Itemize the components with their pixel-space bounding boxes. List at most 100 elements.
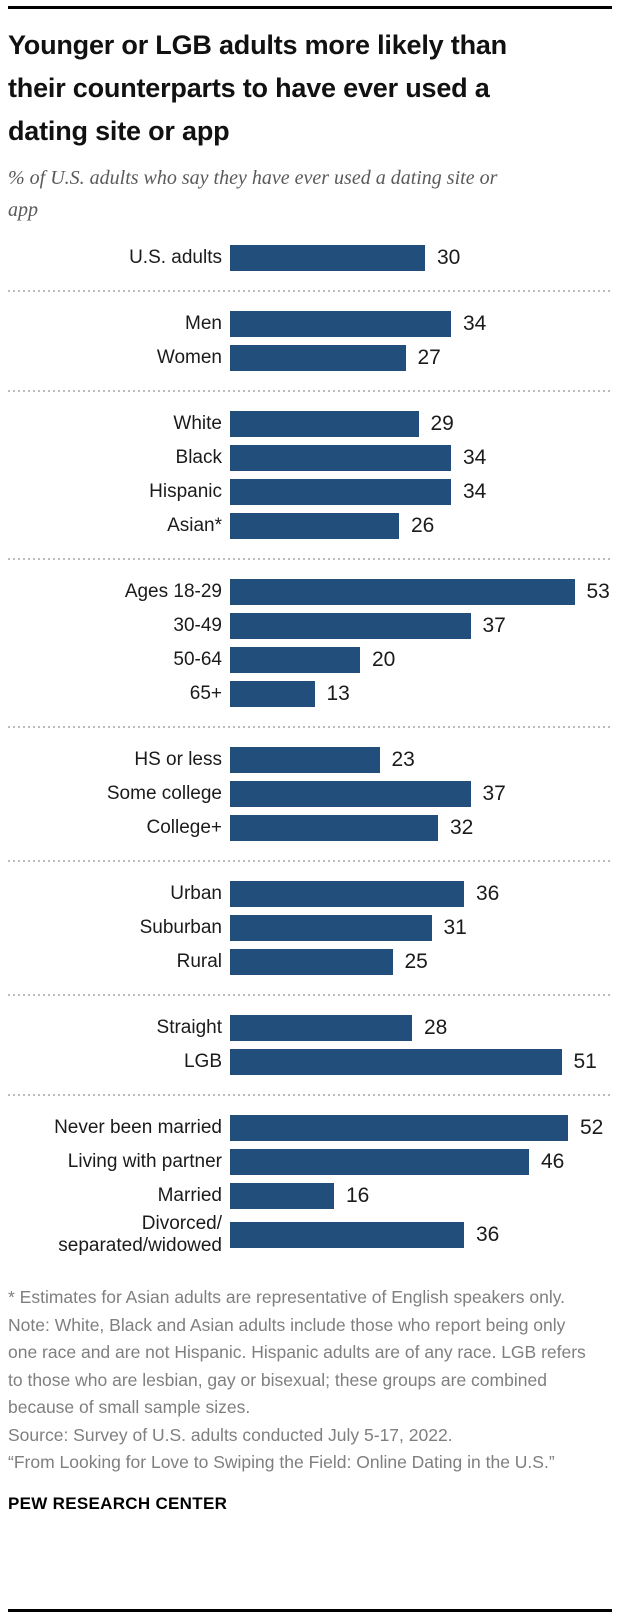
- bar-group-age: Ages 18-29 53 30-49 37 50-64 20 65+ 13: [8, 560, 612, 726]
- category-label: Hispanic: [149, 481, 222, 502]
- bar-row: Some college 37: [8, 777, 612, 811]
- bar-group-race-ethnicity: White 29 Black 34 Hispanic 34 Asian* 26: [8, 392, 612, 558]
- bar: [230, 245, 425, 271]
- category-label: Rural: [176, 951, 222, 972]
- bar: [230, 1222, 464, 1248]
- bar: [230, 411, 419, 437]
- group-separator: [8, 390, 612, 392]
- value-label: 36: [476, 882, 500, 905]
- bar-row: Black 34: [8, 441, 612, 475]
- category-label: Straight: [156, 1017, 222, 1038]
- bar: [230, 949, 393, 975]
- value-label: 32: [450, 816, 474, 839]
- value-label: 27: [417, 346, 441, 369]
- category-label: LGB: [183, 1051, 222, 1072]
- bar-row: Living with partner 46: [8, 1145, 612, 1179]
- value-label: 52: [580, 1116, 604, 1139]
- bar-row: Asian* 26: [8, 509, 612, 543]
- value-label: 25: [404, 950, 428, 973]
- bar-group-sexual-orientation: Straight 28 LGB 51: [8, 996, 612, 1094]
- chart-title: Younger or LGB adults more likely than t…: [8, 30, 507, 146]
- bar: [230, 1049, 562, 1075]
- category-label: Suburban: [139, 917, 222, 938]
- group-separator: [8, 860, 612, 862]
- footnote: * Estimates for Asian adults are represe…: [8, 1287, 566, 1307]
- bar-row: 30-49 37: [8, 609, 612, 643]
- bar: [230, 1183, 334, 1209]
- bar-group-gender: Men 34 Women 27: [8, 292, 612, 390]
- footnotes: * Estimates for Asian adults are represe…: [8, 1284, 596, 1477]
- bar-row: HS or less 23: [8, 743, 612, 777]
- category-label: College+: [146, 817, 222, 838]
- value-label: 36: [476, 1223, 500, 1246]
- value-label: 37: [482, 614, 506, 637]
- value-label: 29: [430, 412, 454, 435]
- bar: [230, 345, 406, 371]
- bar: [230, 311, 451, 337]
- bar: [230, 915, 432, 941]
- category-label: Ages 18-29: [124, 581, 222, 602]
- bar: [230, 1115, 568, 1141]
- value-label: 37: [482, 782, 506, 805]
- bar-row: Men 34: [8, 307, 612, 341]
- bar-chart: U.S. adults 30 Men 34 Women 27 White 29 Black 34 H…: [8, 226, 612, 1272]
- category-label: 50-64: [173, 649, 222, 670]
- value-label: 30: [437, 246, 461, 269]
- footnote: “From Looking for Love to Swiping the Fi…: [8, 1452, 555, 1472]
- bar: [230, 613, 471, 639]
- category-label: Urban: [170, 883, 222, 904]
- category-label: Living with partner: [67, 1151, 222, 1172]
- value-label: 16: [346, 1184, 370, 1207]
- bar-group-education: HS or less 23 Some college 37 College+ 32: [8, 728, 612, 860]
- bar-row: Rural 25: [8, 945, 612, 979]
- bar: [230, 815, 438, 841]
- category-label: Never been married: [54, 1117, 222, 1138]
- bar: [230, 881, 464, 907]
- brand-label: PEW RESEARCH CENTER: [8, 1493, 228, 1513]
- group-separator: [8, 726, 612, 728]
- bar: [230, 1015, 412, 1041]
- group-separator: [8, 994, 612, 996]
- footnote: Note: White, Black and Asian adults incl…: [8, 1314, 586, 1418]
- group-separator: [8, 1094, 612, 1096]
- bar: [230, 445, 451, 471]
- bar-row: Never been married 52: [8, 1111, 612, 1145]
- category-label: 65+: [189, 683, 222, 704]
- value-label: 31: [443, 916, 467, 939]
- category-label: Divorced/ separated/widowed: [58, 1213, 222, 1256]
- bar-row: Suburban 31: [8, 911, 612, 945]
- bar: [230, 513, 399, 539]
- value-label: 34: [463, 312, 487, 335]
- category-label: Men: [185, 313, 222, 334]
- value-label: 26: [411, 514, 435, 537]
- bar-row: U.S. adults 30: [8, 241, 612, 275]
- bar-row: Married 16: [8, 1179, 612, 1213]
- value-label: 34: [463, 446, 487, 469]
- footnote: Source: Survey of U.S. adults conducted …: [8, 1424, 453, 1445]
- bar-group-overall: U.S. adults 30: [8, 226, 612, 290]
- bar-group-marital-status: Never been married 52 Living with partner 4…: [8, 1096, 612, 1272]
- category-label: Asian*: [167, 515, 222, 536]
- bar-row: 65+ 13: [8, 677, 612, 711]
- value-label: 46: [541, 1150, 565, 1173]
- value-label: 53: [586, 580, 610, 603]
- category-label: Black: [175, 447, 222, 468]
- category-label: Married: [157, 1185, 222, 1206]
- top-rule: [8, 6, 612, 9]
- category-label: U.S. adults: [129, 247, 222, 268]
- bar-row: College+ 32: [8, 811, 612, 845]
- bar-row: Hispanic 34: [8, 475, 612, 509]
- bar-row: Straight 28: [8, 1011, 612, 1045]
- value-label: 28: [424, 1016, 448, 1039]
- bar: [230, 681, 315, 707]
- group-separator: [8, 558, 612, 560]
- bar-row: Divorced/ separated/widowed 36: [8, 1213, 612, 1257]
- category-label: Women: [156, 347, 222, 368]
- bar-row: Women 27: [8, 341, 612, 375]
- category-label: 30-49: [173, 615, 222, 636]
- bar: [230, 579, 575, 605]
- category-label: HS or less: [134, 749, 222, 770]
- chart-subtitle: % of U.S. adults who say they have ever …: [8, 167, 498, 221]
- bar: [230, 747, 380, 773]
- bar-row: LGB 51: [8, 1045, 612, 1079]
